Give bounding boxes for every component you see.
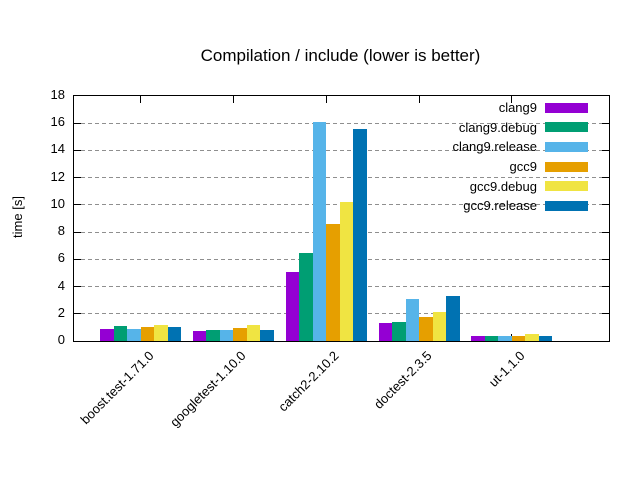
bar-clang9.debug bbox=[484, 335, 499, 341]
y-tick-label: 12 bbox=[50, 168, 65, 184]
bar-gcc9.debug bbox=[339, 202, 354, 341]
plot-area bbox=[73, 95, 610, 342]
y-tick-mark-right bbox=[602, 258, 609, 260]
y-tick-label: 14 bbox=[50, 141, 65, 157]
legend-label: clang9 bbox=[498, 100, 537, 116]
y-tick-label: 0 bbox=[57, 332, 65, 347]
bar-gcc9 bbox=[233, 328, 247, 341]
legend-swatch-gcc9.release bbox=[545, 200, 588, 211]
legend-item: clang9.debug bbox=[452, 118, 588, 138]
y-tick-mark-left bbox=[74, 149, 81, 151]
y-tick-mark-left bbox=[74, 204, 81, 206]
bar-clang9.debug bbox=[299, 252, 313, 341]
y-tick-label: 8 bbox=[57, 223, 65, 239]
bar-group bbox=[100, 96, 181, 341]
legend-item: gcc9.debug bbox=[452, 176, 588, 196]
bar-clang9.release bbox=[127, 328, 141, 341]
y-tick-mark-left bbox=[74, 177, 81, 179]
bar-clang9.release bbox=[312, 121, 327, 341]
legend-item: clang9.release bbox=[452, 137, 588, 157]
x-tick-mark-top bbox=[232, 96, 234, 103]
bar-clang9 bbox=[192, 330, 207, 341]
y-tick-mark-right bbox=[602, 122, 609, 124]
x-tick-mark-top bbox=[325, 96, 327, 103]
bar-clang9 bbox=[100, 328, 114, 341]
legend-item: gcc9.release bbox=[452, 196, 588, 216]
legend-label: clang9.debug bbox=[458, 119, 537, 135]
chart-title: Compilation / include (lower is better) bbox=[200, 46, 481, 65]
x-tick-mark-top bbox=[418, 96, 420, 103]
gridline bbox=[74, 149, 609, 151]
y-tick-label: 10 bbox=[50, 195, 65, 211]
y-tick-mark-right bbox=[602, 286, 609, 288]
y-tick-mark-right bbox=[602, 149, 609, 151]
legend-swatch-gcc9.debug bbox=[545, 181, 588, 192]
y-tick-mark-right bbox=[602, 204, 609, 206]
bar-group bbox=[192, 96, 274, 341]
legend-swatch-clang9 bbox=[545, 102, 588, 113]
bar-gcc9 bbox=[140, 327, 154, 341]
bar-clang9 bbox=[378, 323, 393, 341]
legend-label: clang9.release bbox=[452, 139, 537, 155]
legend-swatch-clang9.release bbox=[545, 141, 588, 152]
y-tick-label: 4 bbox=[57, 277, 65, 293]
bar-gcc9.debug bbox=[432, 312, 447, 341]
y-tick-mark-right bbox=[602, 177, 609, 179]
y-tick-label: 16 bbox=[50, 114, 65, 130]
bar-gcc9.release bbox=[353, 128, 367, 341]
bar-gcc9.release bbox=[538, 335, 553, 341]
bar-gcc9.release bbox=[446, 296, 460, 341]
bar-gcc9.debug bbox=[246, 325, 261, 341]
bar-clang9 bbox=[285, 271, 300, 341]
y-tick-label: 2 bbox=[57, 304, 65, 320]
legend-item: gcc9 bbox=[452, 157, 588, 177]
bar-clang9 bbox=[471, 336, 485, 341]
legend-label: gcc9.debug bbox=[469, 178, 537, 194]
legend: clang9 clang9.debug clang9.release gcc9 gcc9… bbox=[452, 98, 588, 216]
bar-group bbox=[285, 96, 367, 341]
y-tick-mark-left bbox=[74, 122, 81, 124]
y-tick-mark-right bbox=[602, 231, 609, 233]
bar-group bbox=[378, 96, 460, 341]
y-axis-title: time [s] bbox=[10, 196, 25, 238]
bar-clang9.debug bbox=[113, 326, 127, 341]
legend-label: gcc9.release bbox=[463, 198, 537, 214]
bar-gcc9 bbox=[511, 335, 526, 341]
legend-label: gcc9 bbox=[509, 159, 537, 175]
bar-gcc9.release bbox=[167, 327, 181, 341]
bar-gcc9.debug bbox=[154, 324, 168, 341]
x-tick-mark-top bbox=[140, 96, 141, 103]
bar-gcc9 bbox=[419, 316, 433, 341]
gridline bbox=[74, 122, 609, 124]
bar-clang9.release bbox=[498, 335, 512, 341]
bar-clang9.release bbox=[405, 298, 420, 341]
gridline bbox=[74, 177, 609, 179]
y-tick-mark-left bbox=[74, 231, 81, 233]
legend-swatch-clang9.debug bbox=[545, 122, 588, 133]
legend-item: clang9 bbox=[452, 98, 588, 118]
y-tick-mark-left bbox=[74, 313, 81, 315]
y-tick-mark-left bbox=[74, 258, 81, 260]
bar-gcc9.release bbox=[260, 330, 274, 341]
bar-clang9.debug bbox=[206, 330, 220, 341]
bar-clang9.release bbox=[219, 330, 234, 341]
x-tick-mark-top bbox=[511, 96, 513, 103]
bar-clang9.debug bbox=[392, 321, 406, 341]
legend-swatch-gcc9 bbox=[545, 161, 588, 172]
y-tick-mark-left bbox=[74, 286, 81, 288]
bar-group bbox=[471, 96, 553, 341]
y-tick-label: 6 bbox=[57, 250, 65, 266]
bar-gcc9.debug bbox=[525, 334, 539, 341]
bar-gcc9 bbox=[326, 223, 340, 341]
y-tick-mark-right bbox=[602, 313, 609, 315]
y-tick-label: 18 bbox=[50, 87, 65, 102]
